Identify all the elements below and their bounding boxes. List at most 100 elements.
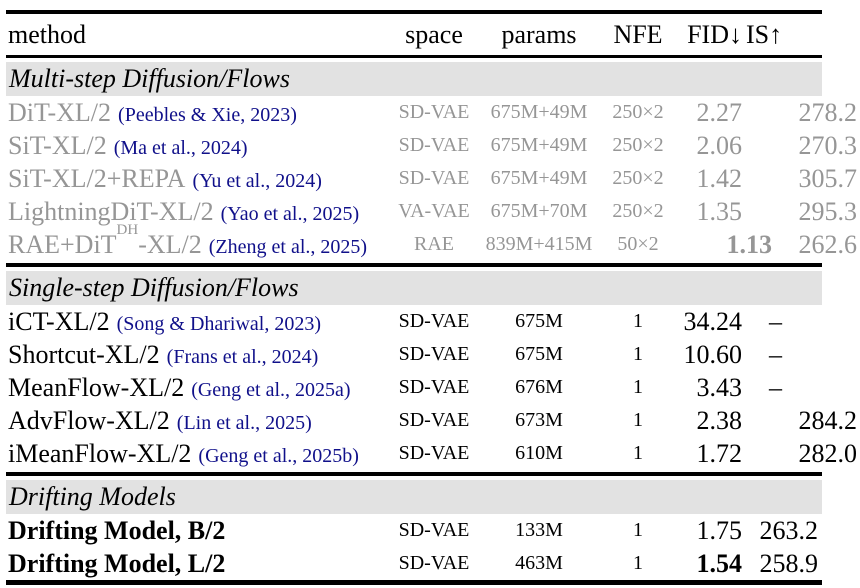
- section-header-drifting-models: Drifting Models: [6, 480, 822, 514]
- column-header-params: params: [501, 19, 577, 49]
- cell-fid: 2.27: [696, 97, 743, 127]
- section-divider-rule: [6, 263, 822, 267]
- citation-link[interactable]: (Geng et al., 2025a): [191, 378, 351, 401]
- cell-nfe: 250×2: [612, 101, 664, 123]
- cell-params: 675M: [515, 310, 563, 332]
- cell-fid: 1.13: [726, 229, 773, 259]
- cell-fid: 10.60: [683, 339, 743, 369]
- column-header-method: method: [8, 19, 86, 49]
- top-rule: [6, 10, 822, 14]
- header-rule: [6, 55, 822, 58]
- cell-params: 610M: [515, 442, 563, 464]
- citation-link[interactable]: (Ma et al., 2024): [113, 136, 248, 159]
- cell-is: 270.3: [798, 130, 858, 160]
- cell-fid: 1.72: [696, 438, 743, 468]
- citation-link[interactable]: (Song & Dhariwal, 2023): [116, 312, 322, 335]
- method-name: iCT-XL/2: [8, 306, 110, 336]
- table-row: DiT-XL/2 (Peebles & Xie, 2023) SD-VAE 675M+…: [6, 96, 857, 129]
- cell-fid: 3.43: [696, 372, 743, 402]
- cell-space: SD-VAE: [398, 310, 470, 332]
- cell-space: VA-VAE: [398, 200, 470, 222]
- citation-link[interactable]: (Geng et al., 2025b): [198, 444, 359, 467]
- column-header-nfe: NFE: [613, 19, 663, 49]
- cell-nfe: 1: [633, 519, 643, 541]
- cell-params: 675M+70M: [490, 200, 588, 222]
- cell-method: LightningDiT-XL/2 (Yao et al., 2025): [6, 197, 390, 227]
- column-header-space: space: [405, 19, 463, 49]
- section-title: Drifting Models: [9, 482, 176, 511]
- cell-space: SD-VAE: [398, 343, 470, 365]
- cell-nfe: 1: [633, 376, 643, 398]
- section-title: Multi-step Diffusion/Flows: [9, 64, 290, 93]
- section-header-single-step-diffusion-flows: Single-step Diffusion/Flows: [6, 271, 822, 305]
- section-divider-rule: [6, 472, 822, 476]
- cell-fid: 34.24: [683, 306, 743, 336]
- cell-is: 263.2: [759, 515, 819, 545]
- cell-method: DiT-XL/2 (Peebles & Xie, 2023): [6, 98, 390, 128]
- cell-method: MeanFlow-XL/2 (Geng et al., 2025a): [6, 373, 390, 403]
- table-row: iMeanFlow-XL/2 (Geng et al., 2025b) SD-VAE…: [6, 437, 857, 470]
- cell-fid: 2.38: [696, 405, 743, 435]
- section-header-multi-step-diffusion-flows: Multi-step Diffusion/Flows: [6, 62, 822, 96]
- cell-space: SD-VAE: [398, 167, 470, 189]
- cell-method: Drifting Model, L/2: [6, 549, 390, 579]
- cell-is: 284.2: [798, 405, 858, 435]
- method-superscript: DH: [116, 221, 139, 238]
- method-name: LightningDiT-XL/2: [8, 196, 214, 226]
- cell-method: AdvFlow-XL/2 (Lin et al., 2025): [6, 406, 390, 436]
- method-name: Drifting Model, B/2: [8, 515, 226, 545]
- cell-nfe: 250×2: [612, 134, 664, 156]
- cell-is: 295.3: [798, 196, 858, 226]
- citation-link[interactable]: (Yao et al., 2025): [220, 202, 360, 225]
- results-table: method space params NFE FID↓ IS↑ Multi-s…: [6, 10, 857, 585]
- column-header-fid: FID↓: [687, 19, 742, 49]
- citation-link[interactable]: (Lin et al., 2025): [176, 411, 312, 434]
- cell-space: SD-VAE: [398, 519, 470, 541]
- cell-fid: 1.42: [696, 163, 743, 193]
- cell-space: RAE: [414, 233, 454, 255]
- cell-nfe: 250×2: [612, 200, 664, 222]
- cell-method: Shortcut-XL/2 (Frans et al., 2024): [6, 340, 390, 370]
- table-row: Drifting Model, B/2 SD-VAE 133M 1 1.75 263.2: [6, 514, 822, 547]
- cell-is: –: [769, 306, 782, 336]
- citation-link[interactable]: (Zheng et al., 2025): [208, 235, 368, 258]
- cell-params: 676M: [515, 376, 563, 398]
- method-name: AdvFlow-XL/2: [8, 405, 170, 435]
- cell-is: 305.7: [798, 163, 858, 193]
- cell-fid: 2.06: [696, 130, 743, 160]
- table-row: LightningDiT-XL/2 (Yao et al., 2025) VA-VA…: [6, 195, 857, 228]
- method-name: Shortcut-XL/2: [8, 339, 160, 369]
- cell-params: 839M+415M: [485, 233, 593, 255]
- cell-space: SD-VAE: [398, 442, 470, 464]
- cell-fid: 1.54: [696, 548, 743, 578]
- bottom-rule: [6, 580, 822, 585]
- table-row: MeanFlow-XL/2 (Geng et al., 2025a) SD-VAE 6…: [6, 371, 822, 404]
- citation-link[interactable]: (Frans et al., 2024): [166, 345, 319, 368]
- method-name: Drifting Model, L/2: [8, 548, 226, 578]
- cell-fid: 1.75: [696, 515, 743, 545]
- method-name: SiT-XL/2: [8, 130, 107, 160]
- cell-nfe: 50×2: [617, 233, 659, 255]
- cell-params: 675M+49M: [490, 134, 588, 156]
- cell-nfe: 1: [633, 343, 643, 365]
- table-row: SiT-XL/2+REPA (Yu et al., 2024) SD-VAE 675M…: [6, 162, 857, 195]
- method-name: MeanFlow-XL/2: [8, 372, 185, 402]
- method-name: iMeanFlow-XL/2: [8, 438, 192, 468]
- cell-is: 282.0: [798, 438, 858, 468]
- cell-nfe: 250×2: [612, 167, 664, 189]
- cell-method: iMeanFlow-XL/2 (Geng et al., 2025b): [6, 439, 390, 469]
- table-header-row: method space params NFE FID↓ IS↑: [6, 14, 822, 55]
- cell-space: SD-VAE: [398, 376, 470, 398]
- table-row: iCT-XL/2 (Song & Dhariwal, 2023) SD-VAE 675…: [6, 305, 822, 338]
- citation-link[interactable]: (Yu et al., 2024): [192, 169, 322, 192]
- cell-params: 673M: [515, 409, 563, 431]
- method-name: DiT-XL/2: [8, 97, 112, 127]
- cell-space: SD-VAE: [398, 409, 470, 431]
- citation-link[interactable]: (Peebles & Xie, 2023): [118, 103, 297, 126]
- cell-method: SiT-XL/2 (Ma et al., 2024): [6, 131, 390, 161]
- cell-params: 675M+49M: [490, 101, 588, 123]
- cell-space: SD-VAE: [398, 134, 470, 156]
- table-row: Drifting Model, L/2 SD-VAE 463M 1 1.54 258.9: [6, 547, 822, 580]
- cell-method: Drifting Model, B/2: [6, 516, 390, 546]
- section-title: Single-step Diffusion/Flows: [9, 273, 299, 302]
